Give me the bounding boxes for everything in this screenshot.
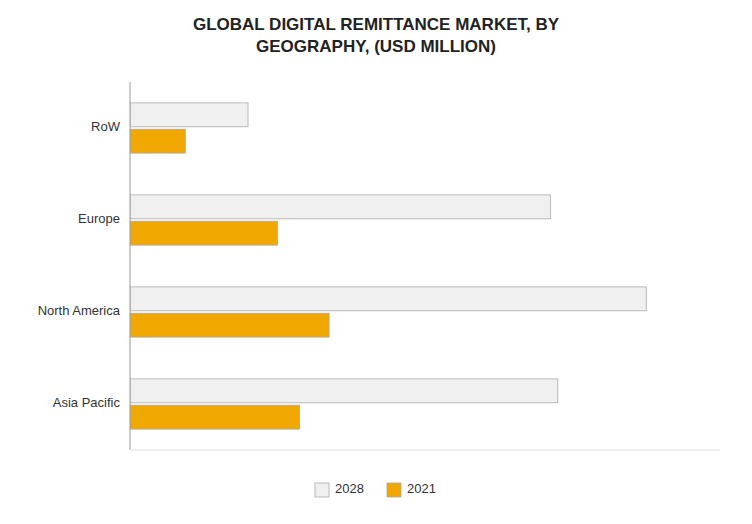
bar: [130, 379, 558, 403]
bar: [130, 103, 248, 127]
category-label: RoW: [91, 119, 121, 134]
category-label: Europe: [78, 211, 120, 226]
bar: [130, 287, 646, 311]
bar: [130, 129, 185, 153]
bar: [130, 313, 329, 337]
bars: [130, 103, 646, 429]
title-line: GLOBAL DIGITAL REMITTANCE MARKET, BY: [193, 15, 560, 34]
legend-swatch: [315, 483, 329, 497]
legend-label: 2021: [407, 481, 436, 496]
x-axis-line: [130, 450, 720, 451]
category-label: Asia Pacific: [53, 395, 121, 410]
legend-swatch: [387, 483, 401, 497]
title-line: GEOGRAPHY, (USD MILLION): [256, 37, 496, 56]
bar: [130, 405, 300, 429]
category-label: North America: [38, 303, 121, 318]
title: GLOBAL DIGITAL REMITTANCE MARKET, BY GEOG…: [193, 15, 560, 56]
background: [0, 0, 752, 524]
chart: GLOBAL DIGITAL REMITTANCE MARKET, BY GEOG…: [0, 0, 752, 524]
legend: 2028 2021: [315, 481, 436, 497]
y-axis-line: [130, 82, 131, 450]
legend-label: 2028: [335, 481, 364, 496]
bar: [130, 221, 278, 245]
bar: [130, 195, 550, 219]
